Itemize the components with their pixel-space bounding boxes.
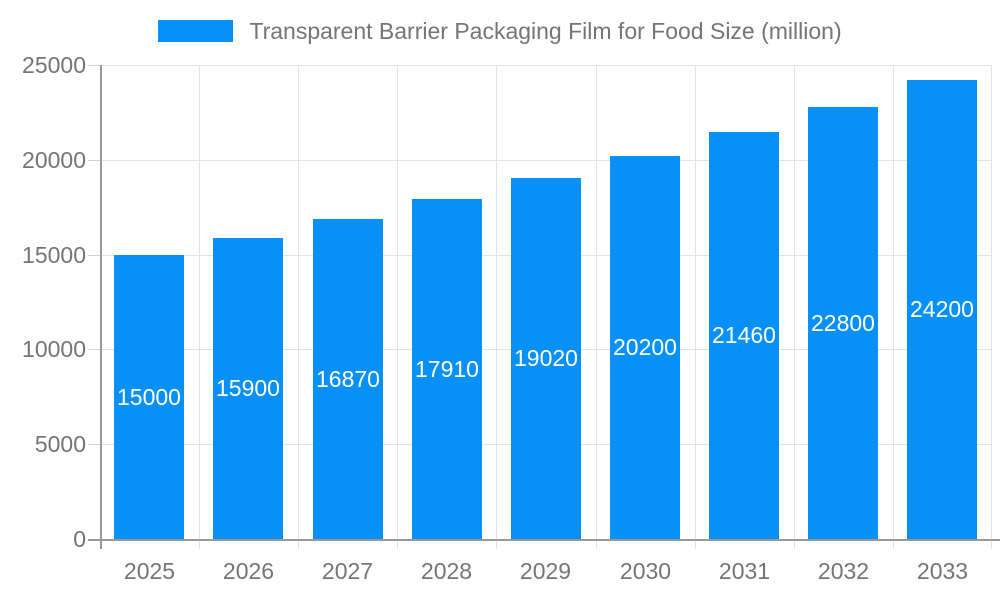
v-gridline-7 [794,65,795,549]
x-axis-line [88,539,1000,541]
bar-2030[interactable]: 20200 [610,156,680,539]
bar-value-label: 17910 [415,355,479,382]
bar-value-label: 15000 [117,383,181,410]
x-tick-label-2030: 2030 [619,558,672,584]
h-gridline-20000 [100,159,992,161]
bar-2028[interactable]: 17910 [412,199,482,539]
y-tick-label-10000: 10000 [22,336,86,363]
bar-2032[interactable]: 22800 [808,107,878,539]
y-tick-mark [88,65,100,66]
bar-2033[interactable]: 24200 [907,80,977,539]
y-tick-label-25000: 25000 [22,52,86,78]
x-tick-label-2028: 2028 [420,558,473,584]
bar-2029[interactable]: 19020 [511,178,581,539]
x-tick-label-2033: 2033 [916,558,969,584]
bar-2025[interactable]: 15000 [114,255,184,539]
v-gridline-2 [298,65,299,549]
v-gridline-1 [199,65,200,549]
y-tick-mark [88,254,100,256]
y-tick-label-20000: 20000 [22,146,86,173]
x-tick-label-2025: 2025 [123,558,176,584]
v-gridline-3 [397,65,398,549]
bar-2031[interactable]: 21460 [709,132,779,539]
x-tick-label-2031: 2031 [718,558,771,584]
bar-value-label: 22800 [811,309,875,336]
legend-label: Transparent Barrier Packaging Film for F… [249,18,842,44]
v-gridline-6 [695,65,696,549]
bar-value-label: 16870 [316,365,380,392]
x-tick-label-2027: 2027 [321,558,374,584]
v-gridline-5 [596,65,597,549]
y-tick-label-5000: 5000 [34,431,86,458]
bar-value-label: 21460 [712,322,776,348]
h-gridline-25000 [100,65,992,66]
bar-2026[interactable]: 15900 [213,238,283,539]
bar-value-label: 15900 [216,375,280,401]
y-axis-line [100,65,102,549]
v-gridline-9 [991,65,992,549]
y-tick-label-0: 0 [73,526,86,552]
y-tick-mark [88,349,100,351]
x-tick-label-2029: 2029 [519,558,572,584]
bar-2027[interactable]: 16870 [313,219,383,539]
bar-value-label: 19020 [514,345,578,371]
v-gridline-4 [496,65,497,549]
y-tick-mark [88,444,100,446]
plot-area: 15000 15900 16870 17910 19020 20200 21460 22800… [100,65,992,549]
x-tick-label-2026: 2026 [222,558,275,584]
y-tick-label-15000: 15000 [22,241,86,268]
bar-value-label: 20200 [613,334,677,360]
y-tick-mark [88,159,100,161]
chart-legend[interactable]: Transparent Barrier Packaging Film for F… [0,17,1000,45]
legend-swatch [158,20,234,42]
bar-value-label: 24200 [910,296,974,322]
x-tick-label-2032: 2032 [817,558,870,584]
v-gridline-8 [893,65,894,549]
